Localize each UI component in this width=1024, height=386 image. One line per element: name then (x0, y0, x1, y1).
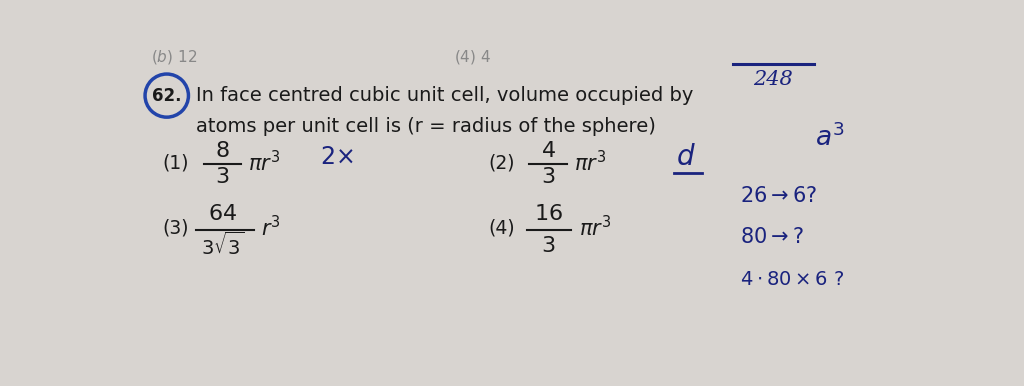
Text: $4$: $4$ (541, 140, 555, 162)
Text: atoms per unit cell is (r = radius of the sphere): atoms per unit cell is (r = radius of th… (197, 117, 656, 136)
Text: $\mathit{d}$: $\mathit{d}$ (676, 144, 696, 171)
Text: $a^3$: $a^3$ (814, 123, 844, 151)
Text: $26 \rightarrow 6?$: $26 \rightarrow 6?$ (740, 186, 817, 206)
Text: (2): (2) (488, 153, 515, 172)
Text: $64$: $64$ (208, 203, 238, 225)
Text: $r^3$: $r^3$ (261, 215, 281, 240)
Text: $3$: $3$ (541, 235, 555, 257)
Text: $\pi r^3$: $\pi r^3$ (579, 215, 611, 240)
Text: $\pi r^3$: $\pi r^3$ (248, 150, 281, 175)
Text: $8$: $8$ (215, 140, 229, 162)
Text: $4\cdot 80\times 6\ ?$: $4\cdot 80\times 6\ ?$ (740, 271, 845, 290)
Text: (3): (3) (163, 218, 189, 237)
Text: 62.: 62. (152, 86, 181, 105)
Text: $16$: $16$ (534, 203, 562, 225)
Text: $2\!\times$: $2\!\times$ (321, 146, 354, 169)
Text: In face centred cubic unit cell, volume occupied by: In face centred cubic unit cell, volume … (197, 86, 693, 105)
Text: $3$: $3$ (215, 166, 229, 188)
Text: (1): (1) (163, 153, 189, 172)
Text: (4): (4) (488, 218, 515, 237)
Text: 248: 248 (753, 70, 793, 89)
Text: $(b)\ 12$: $(b)\ 12$ (152, 48, 198, 66)
Text: $\pi r^3$: $\pi r^3$ (573, 150, 606, 175)
Text: $3$: $3$ (541, 166, 555, 188)
Text: $80 \rightarrow ?$: $80 \rightarrow ?$ (740, 227, 804, 247)
Text: $(4)\ 4$: $(4)\ 4$ (454, 48, 490, 66)
Text: $3\sqrt{3}$: $3\sqrt{3}$ (201, 232, 244, 259)
